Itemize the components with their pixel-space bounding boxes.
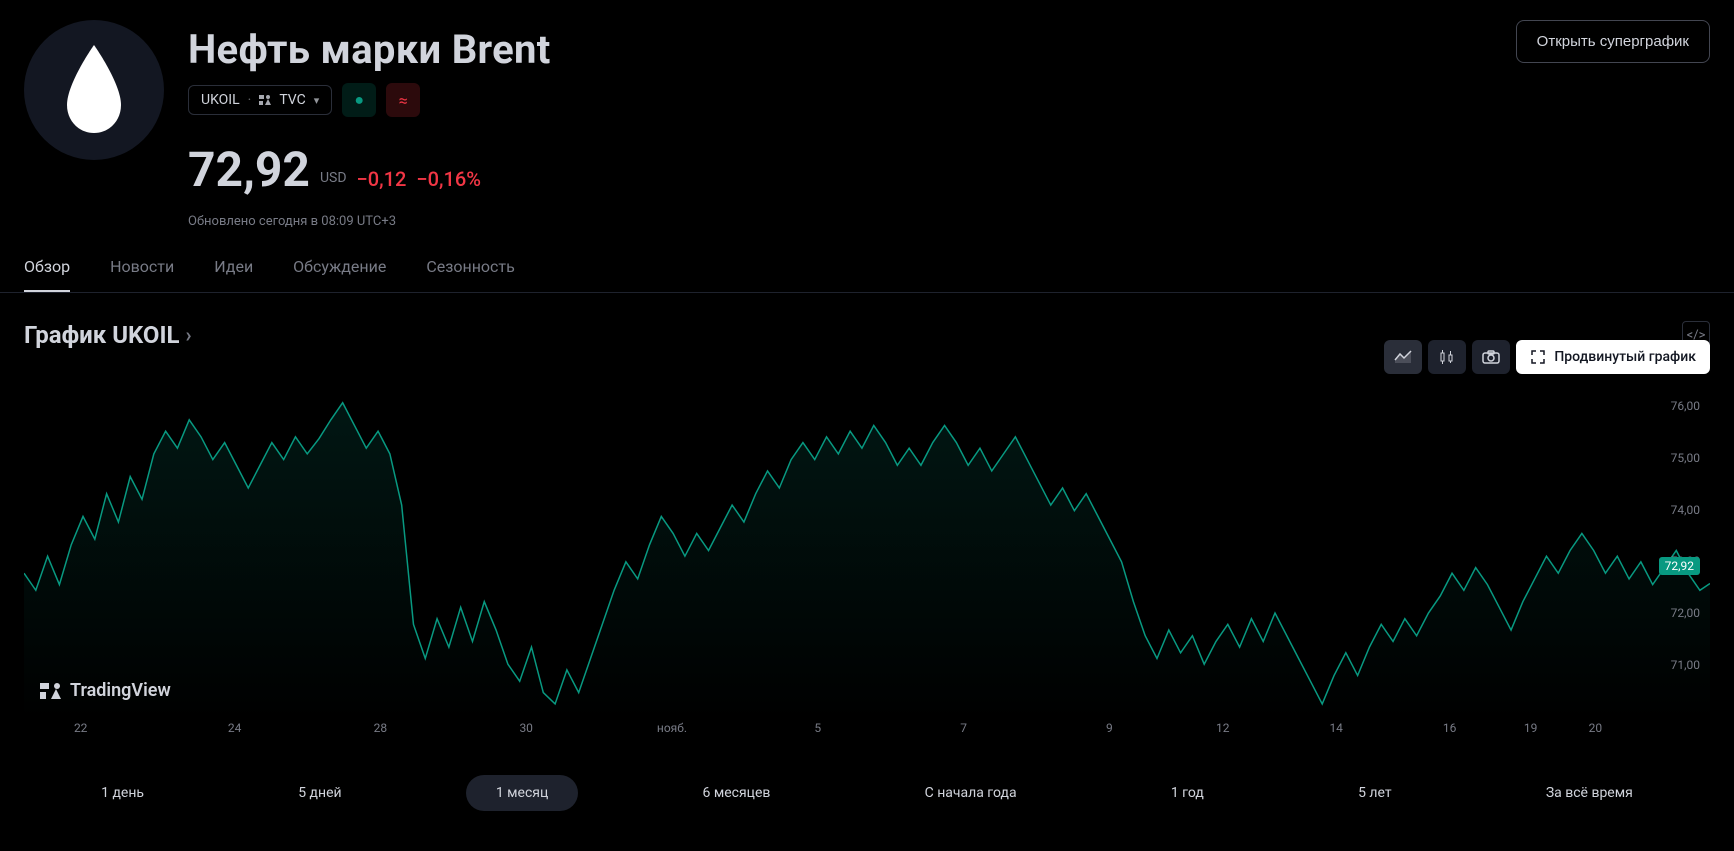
snapshot-button[interactable]: [1472, 340, 1510, 374]
y-tick: 72,00: [1671, 606, 1700, 620]
x-tick: 16: [1443, 721, 1457, 735]
chevron-down-icon: ▾: [314, 94, 320, 107]
tab-1[interactable]: Новости: [110, 257, 174, 292]
chart-title-text: График UKOIL: [24, 321, 179, 349]
price-chart[interactable]: [24, 380, 1710, 721]
x-tick: 22: [74, 721, 88, 735]
range-6[interactable]: 5 лет: [1328, 775, 1422, 811]
open-superchart-button[interactable]: Открыть суперграфик: [1516, 20, 1710, 63]
y-tick: 74,00: [1671, 503, 1700, 517]
x-tick: 12: [1216, 721, 1230, 735]
symbol-avatar: [24, 20, 164, 160]
range-0[interactable]: 1 день: [71, 775, 174, 811]
ticker-selector[interactable]: UKOIL · TVC ▾: [188, 85, 332, 115]
range-7[interactable]: За всё время: [1516, 775, 1663, 811]
chart-style-area-button[interactable]: [1384, 340, 1422, 374]
tab-0[interactable]: Обзор: [24, 257, 70, 292]
y-tick: 76,00: [1671, 399, 1700, 413]
status-market-icon[interactable]: ●: [342, 83, 376, 117]
change-abs: −0,12: [357, 167, 407, 191]
x-tick: 14: [1329, 721, 1343, 735]
change-pct: −0,16%: [416, 167, 481, 191]
advanced-chart-button[interactable]: Продвинутый график: [1516, 340, 1710, 374]
x-tick: 24: [228, 721, 242, 735]
x-tick: 28: [374, 721, 388, 735]
current-price-tag: 72,92: [1659, 557, 1700, 575]
tab-3[interactable]: Обсуждение: [293, 257, 386, 292]
x-tick: 19: [1524, 721, 1538, 735]
currency-label: USD: [320, 170, 347, 186]
updated-label: Обновлено сегодня в 08:09 UTC+3: [188, 214, 551, 229]
advanced-chart-label: Продвинутый график: [1554, 349, 1696, 365]
last-price: 72,92: [188, 141, 310, 198]
x-tick: 5: [814, 721, 821, 735]
y-tick: 71,00: [1671, 658, 1700, 672]
tab-2[interactable]: Идеи: [214, 257, 253, 292]
chart-style-candles-button[interactable]: [1428, 340, 1466, 374]
range-3[interactable]: 6 месяцев: [673, 775, 801, 811]
tv-logo-icon: [40, 683, 62, 699]
x-tick: 30: [519, 721, 533, 735]
range-5[interactable]: 1 год: [1141, 775, 1234, 811]
range-4[interactable]: С начала года: [895, 775, 1047, 811]
tv-logo-mini-icon: [259, 95, 271, 105]
chevron-right-icon: ›: [185, 323, 191, 347]
x-tick: 9: [1106, 721, 1113, 735]
chart-title-link[interactable]: График UKOIL ›: [24, 321, 192, 349]
range-1[interactable]: 5 дней: [268, 775, 371, 811]
x-tick: 20: [1589, 721, 1603, 735]
tradingview-watermark: TradingView: [40, 680, 171, 701]
status-approx-icon[interactable]: ≈: [386, 83, 420, 117]
provider-label: TVC: [279, 92, 305, 108]
tab-4[interactable]: Сезонность: [426, 257, 514, 292]
x-tick: нояб.: [657, 721, 687, 735]
watermark-text: TradingView: [70, 680, 171, 701]
x-tick: 7: [960, 721, 967, 735]
fullscreen-icon: [1530, 349, 1546, 365]
instrument-title: Нефть марки Brent: [188, 26, 551, 73]
ticker-symbol: UKOIL: [201, 92, 240, 108]
range-2[interactable]: 1 месяц: [466, 775, 578, 811]
oil-drop-icon: [59, 45, 129, 135]
y-tick: 75,00: [1671, 451, 1700, 465]
